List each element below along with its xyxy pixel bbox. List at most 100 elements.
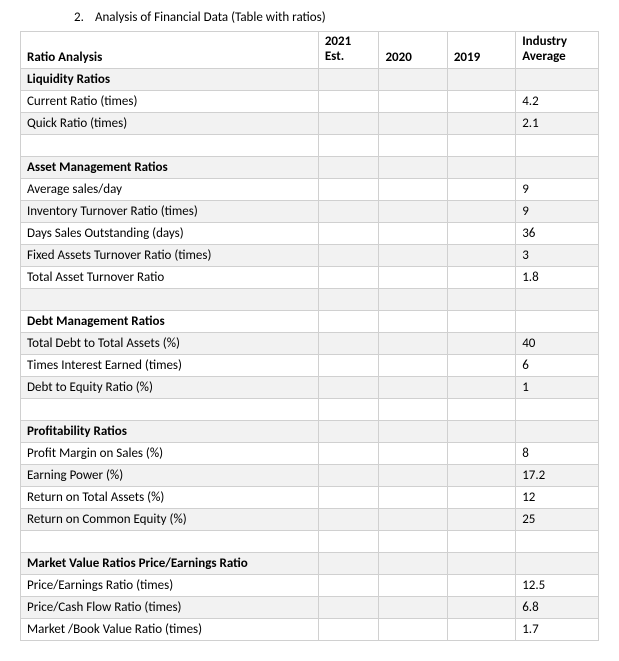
val-2020	[379, 244, 447, 266]
empty-cell	[516, 134, 599, 156]
val-industry-average: 36	[516, 222, 599, 244]
empty-cell	[318, 552, 379, 574]
table-row: Average sales/day9	[21, 178, 599, 200]
val-2021-est	[318, 442, 379, 464]
val-2019	[447, 442, 515, 464]
table-row: Profit Margin on Sales (%)8	[21, 442, 599, 464]
val-2020	[379, 266, 447, 288]
val-industry-average: 4.2	[516, 90, 599, 112]
col-header-2021-est: 2021Est.	[318, 32, 379, 69]
val-2019	[447, 332, 515, 354]
table-row: Price/Earnings Ratio (times)12.5	[21, 574, 599, 596]
empty-cell	[447, 420, 515, 442]
section-header-row: Profitability Ratios	[21, 420, 599, 442]
val-2020	[379, 442, 447, 464]
empty-cell	[447, 398, 515, 420]
val-2020	[379, 222, 447, 244]
ratio-label: Times Interest Earned (times)	[21, 354, 319, 376]
empty-cell	[447, 310, 515, 332]
val-2019	[447, 618, 515, 640]
val-2021-est	[318, 266, 379, 288]
ratio-label: Current Ratio (times)	[21, 90, 319, 112]
val-2020	[379, 596, 447, 618]
col-header-2020: 2020	[379, 32, 447, 69]
val-industry-average: 2.1	[516, 112, 599, 134]
empty-cell	[318, 68, 379, 90]
val-industry-average: 25	[516, 508, 599, 530]
val-industry-average: 1.7	[516, 618, 599, 640]
val-2019	[447, 200, 515, 222]
val-industry-average: 1	[516, 376, 599, 398]
val-industry-average: 6	[516, 354, 599, 376]
table-row: Debt to Equity Ratio (%)1	[21, 376, 599, 398]
val-2020	[379, 376, 447, 398]
empty-cell	[516, 288, 599, 310]
empty-cell	[447, 68, 515, 90]
empty-cell	[516, 156, 599, 178]
val-2019	[447, 508, 515, 530]
empty-cell	[318, 288, 379, 310]
empty-cell	[379, 420, 447, 442]
val-2020	[379, 508, 447, 530]
ratio-label: Return on Total Assets (%)	[21, 486, 319, 508]
section-header-row: Liquidity Ratios	[21, 68, 599, 90]
empty-cell	[379, 398, 447, 420]
empty-cell	[447, 134, 515, 156]
val-industry-average: 17.2	[516, 464, 599, 486]
spacer-row	[21, 398, 599, 420]
section-title: Market Value Ratios Price/Earnings Ratio	[21, 552, 319, 574]
table-row: Return on Common Equity (%) 25	[21, 508, 599, 530]
empty-cell	[318, 134, 379, 156]
empty-cell	[21, 134, 319, 156]
val-2020	[379, 112, 447, 134]
section-title: Liquidity Ratios	[21, 68, 319, 90]
table-header-row: Ratio Analysis2021Est.20202019IndustryAv…	[21, 32, 599, 69]
val-2020	[379, 178, 447, 200]
val-2019	[447, 464, 515, 486]
val-industry-average: 9	[516, 200, 599, 222]
empty-cell	[516, 552, 599, 574]
table-row: Fixed Assets Turnover Ratio (times)3	[21, 244, 599, 266]
val-2021-est	[318, 112, 379, 134]
empty-cell	[516, 310, 599, 332]
col-header-2019: 2019	[447, 32, 515, 69]
val-industry-average: 12	[516, 486, 599, 508]
ratio-label: Inventory Turnover Ratio (times)	[21, 200, 319, 222]
val-2021-est	[318, 596, 379, 618]
heading-number: 2.	[74, 10, 92, 25]
val-2021-est	[318, 376, 379, 398]
section-header-row: Asset Management Ratios	[21, 156, 599, 178]
empty-cell	[21, 530, 319, 552]
val-2019	[447, 596, 515, 618]
table-row: Return on Total Assets (%) 12	[21, 486, 599, 508]
val-2021-est	[318, 618, 379, 640]
val-2021-est	[318, 222, 379, 244]
ratio-label: Days Sales Outstanding (days)	[21, 222, 319, 244]
table-row: Current Ratio (times) 4.2	[21, 90, 599, 112]
table-row: Quick Ratio (times)2.1	[21, 112, 599, 134]
val-2020	[379, 574, 447, 596]
val-2019	[447, 574, 515, 596]
ratio-label: Profit Margin on Sales (%)	[21, 442, 319, 464]
val-industry-average: 9	[516, 178, 599, 200]
table-row: Days Sales Outstanding (days) 36	[21, 222, 599, 244]
val-2020	[379, 354, 447, 376]
val-2020	[379, 90, 447, 112]
empty-cell	[379, 156, 447, 178]
section-title: Debt Management Ratios	[21, 310, 319, 332]
val-2020	[379, 200, 447, 222]
section-heading: 2. Analysis of Financial Data (Table wit…	[74, 10, 599, 25]
table-row: Times Interest Earned (times) 6	[21, 354, 599, 376]
val-2021-est	[318, 244, 379, 266]
empty-cell	[379, 530, 447, 552]
empty-cell	[516, 530, 599, 552]
val-2021-est	[318, 574, 379, 596]
val-2021-est	[318, 178, 379, 200]
ratio-label: Return on Common Equity (%)	[21, 508, 319, 530]
val-industry-average: 40	[516, 332, 599, 354]
val-2021-est	[318, 200, 379, 222]
val-industry-average: 3	[516, 244, 599, 266]
section-title: Asset Management Ratios	[21, 156, 319, 178]
empty-cell	[21, 288, 319, 310]
spacer-row	[21, 530, 599, 552]
